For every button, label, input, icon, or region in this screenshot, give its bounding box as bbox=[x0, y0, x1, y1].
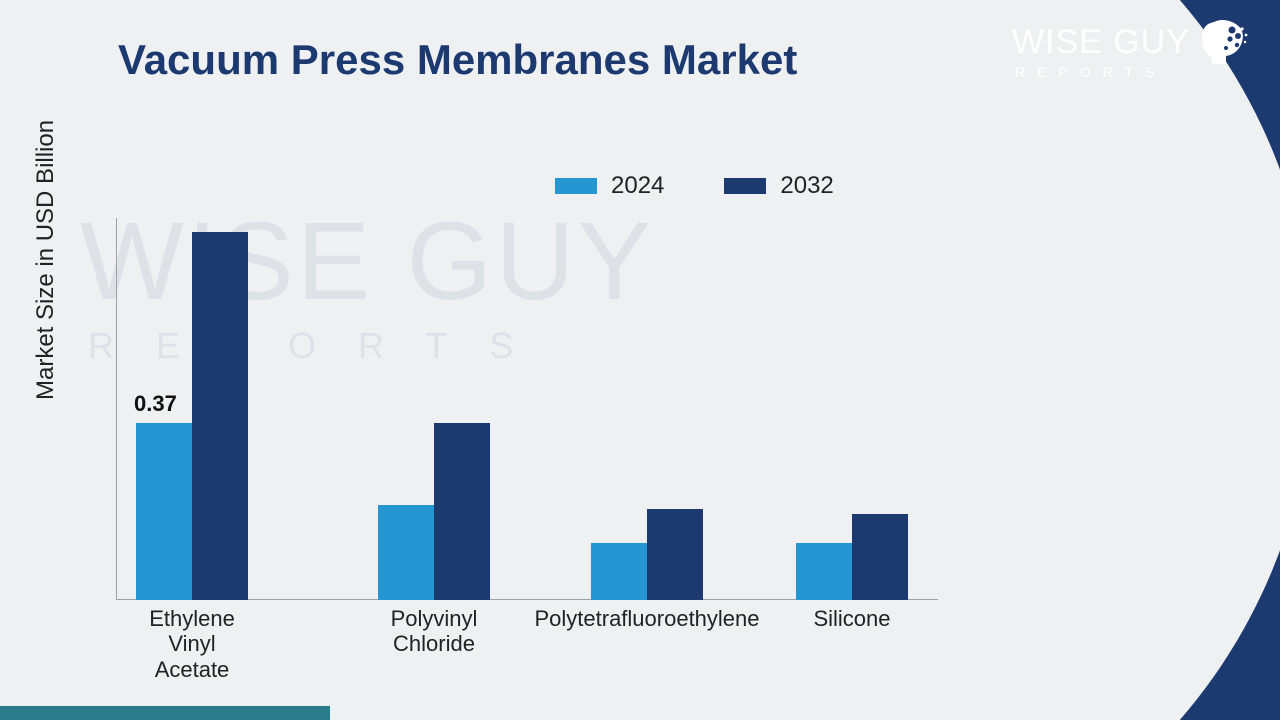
legend: 2024 2032 bbox=[555, 172, 834, 200]
value-label-eva: 0.37 bbox=[134, 391, 177, 417]
bar-2024-sil bbox=[796, 543, 852, 600]
bar-2024-ptfe bbox=[591, 543, 647, 600]
bar-2024-pvc bbox=[378, 505, 434, 601]
bar-2032-sil bbox=[852, 514, 908, 600]
legend-swatch-2032 bbox=[724, 178, 766, 194]
y-axis-label: Market Size in USD Billion bbox=[32, 120, 60, 400]
legend-item-2032: 2032 bbox=[724, 172, 833, 200]
legend-swatch-2024 bbox=[555, 178, 597, 194]
logo-sub-text: REPORTS bbox=[1012, 64, 1252, 80]
logo-main-text: WISE GUY bbox=[1012, 23, 1190, 62]
bar-2024-eva bbox=[136, 423, 192, 600]
brain-head-icon bbox=[1192, 18, 1252, 66]
bar-2032-eva bbox=[192, 232, 248, 600]
chart-plot-area: 0.37 bbox=[116, 218, 938, 600]
bar-2032-ptfe bbox=[647, 509, 703, 600]
brand-logo: WISE GUY REPORTS bbox=[1012, 18, 1252, 80]
x-label-pvc: PolyvinylChloride bbox=[359, 606, 509, 657]
legend-label-2024: 2024 bbox=[611, 172, 664, 200]
x-label-eva: EthyleneVinylAcetate bbox=[107, 606, 277, 682]
legend-label-2032: 2032 bbox=[780, 172, 833, 200]
bottom-accent-strip bbox=[0, 706, 330, 720]
y-axis-line bbox=[116, 218, 117, 600]
page-title: Vacuum Press Membranes Market bbox=[118, 36, 797, 84]
x-label-sil: Silicone bbox=[787, 606, 917, 631]
legend-item-2024: 2024 bbox=[555, 172, 664, 200]
x-label-ptfe: Polytetrafluoroethylene bbox=[507, 606, 787, 631]
bar-2032-pvc bbox=[434, 423, 490, 600]
